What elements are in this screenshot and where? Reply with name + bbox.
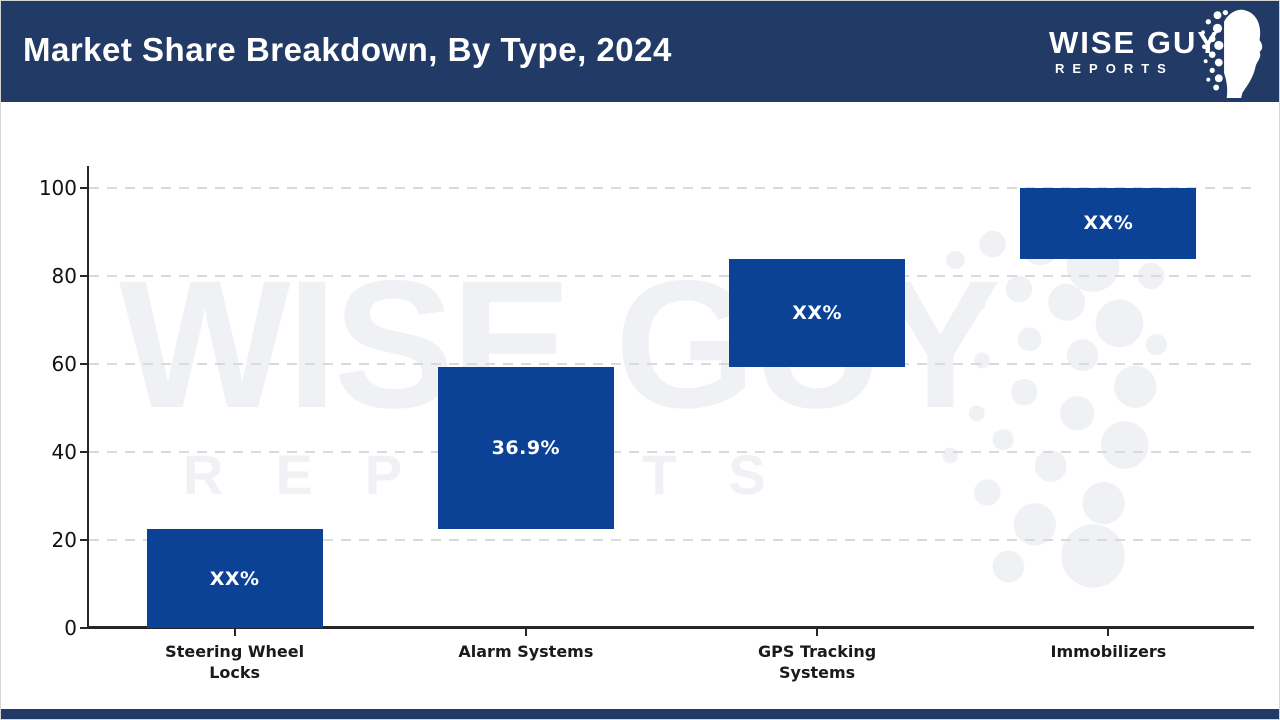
y-tick-label: 40 xyxy=(51,440,77,464)
y-tick-label: 20 xyxy=(51,528,77,552)
gridline xyxy=(89,275,1254,277)
y-tick-mark xyxy=(80,363,88,365)
y-tick-label: 80 xyxy=(51,264,77,288)
bar-value-label: XX% xyxy=(792,301,843,324)
logo-dot-head-icon xyxy=(1201,9,1263,98)
y-tick-label: 0 xyxy=(64,616,77,640)
wiseguy-logo: WISE GUY REPORTS xyxy=(1011,1,1271,102)
bar: XX% xyxy=(729,258,906,368)
gridline xyxy=(89,363,1254,365)
x-axis-line xyxy=(87,626,1254,629)
bar-value-label: XX% xyxy=(1083,212,1134,235)
category-label: Alarm Systems xyxy=(458,642,594,661)
bar: XX% xyxy=(1020,188,1197,259)
category-label: GPS Tracking Systems xyxy=(758,642,877,682)
category-label: Immobilizers xyxy=(1050,642,1167,661)
y-axis-spine xyxy=(87,166,89,628)
y-tick-mark xyxy=(80,539,88,541)
y-tick-mark xyxy=(80,627,88,629)
watermark-dot-head-icon xyxy=(942,228,1167,588)
logo-reports-text: REPORTS xyxy=(1055,61,1174,76)
logo-wiseguy-text: WISE GUY xyxy=(1049,25,1221,60)
gridline xyxy=(89,539,1254,541)
y-tick-mark xyxy=(80,275,88,277)
x-tick-mark xyxy=(1107,629,1110,636)
x-tick-mark xyxy=(233,629,236,636)
gridline xyxy=(89,451,1254,453)
y-tick-label: 60 xyxy=(51,352,77,376)
y-tick-mark xyxy=(80,187,88,189)
bar: 36.9% xyxy=(437,367,614,530)
x-tick-mark xyxy=(816,629,819,636)
gridline xyxy=(89,187,1254,189)
bar: XX% xyxy=(146,529,323,628)
y-tick-label: 100 xyxy=(38,176,77,200)
header-bar: Market Share Breakdown, By Type, 2024 WI… xyxy=(1,1,1279,102)
chart-title: Market Share Breakdown, By Type, 2024 xyxy=(23,31,672,68)
y-tick-mark xyxy=(80,451,88,453)
x-tick-mark xyxy=(524,629,527,636)
bar-value-label: XX% xyxy=(209,567,260,590)
bar-value-label: 36.9% xyxy=(491,437,561,460)
footer-bar xyxy=(1,709,1279,719)
category-label: Steering Wheel Locks xyxy=(165,642,305,682)
